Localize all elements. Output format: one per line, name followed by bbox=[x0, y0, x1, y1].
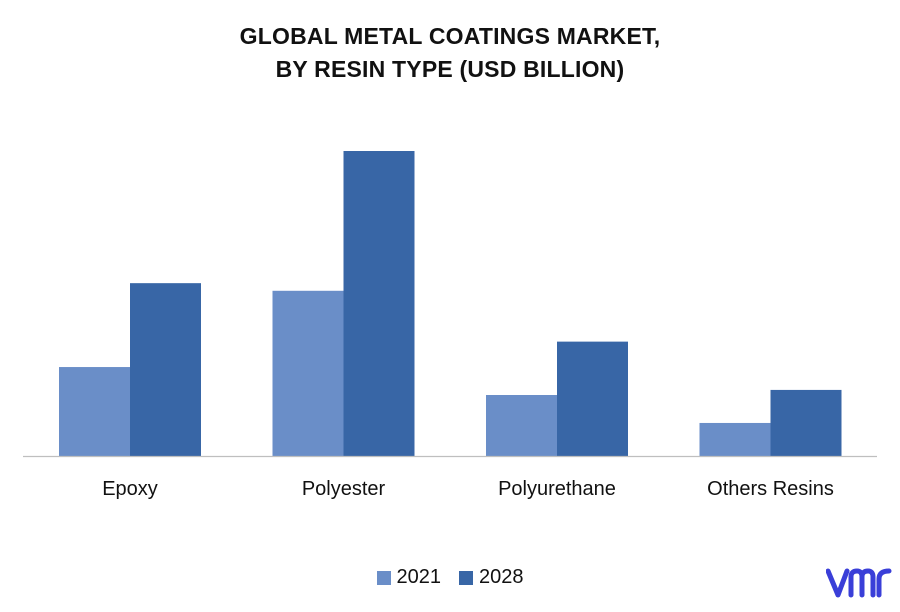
bar-polyurethane-2021 bbox=[486, 395, 557, 456]
x-tick-label-polyester: Polyester bbox=[302, 478, 386, 500]
vmr-logo-icon bbox=[826, 568, 892, 598]
bar-polyester-2028 bbox=[343, 151, 415, 456]
bar-others-resins-2028 bbox=[770, 389, 842, 456]
bar-epoxy-2028 bbox=[130, 283, 201, 456]
legend-label-2021: 2021 bbox=[396, 566, 442, 588]
chart-title-line-1: GLOBAL METAL COATINGS MARKET, bbox=[239, 23, 661, 49]
bar-polyurethane-2028 bbox=[557, 341, 628, 456]
legend-swatch-2021 bbox=[376, 570, 391, 585]
chart-title: GLOBAL METAL COATINGS MARKET, BY RESIN T… bbox=[0, 20, 900, 86]
legend-item-2028: 2028 bbox=[459, 566, 524, 589]
category-labels: Epoxy Polyester Polyurethane Others Resins bbox=[102, 478, 834, 500]
bar-polyester-2021 bbox=[272, 290, 344, 456]
x-tick-label-polyurethane: Polyurethane bbox=[498, 478, 616, 500]
bar-epoxy-2021 bbox=[59, 367, 130, 456]
legend: 2021 2028 bbox=[0, 566, 900, 589]
chart-title-line-2: BY RESIN TYPE (USD BILLION) bbox=[275, 56, 625, 82]
x-tick-label-epoxy: Epoxy bbox=[102, 478, 158, 500]
legend-swatch-2028 bbox=[459, 570, 473, 585]
bars-layer bbox=[59, 151, 842, 456]
bar-others-resins-2021 bbox=[699, 422, 771, 456]
legend-label-2028: 2028 bbox=[479, 566, 524, 588]
x-tick-label-others-resins: Others Resins bbox=[707, 478, 834, 500]
legend-item-2021: 2021 bbox=[376, 566, 442, 589]
